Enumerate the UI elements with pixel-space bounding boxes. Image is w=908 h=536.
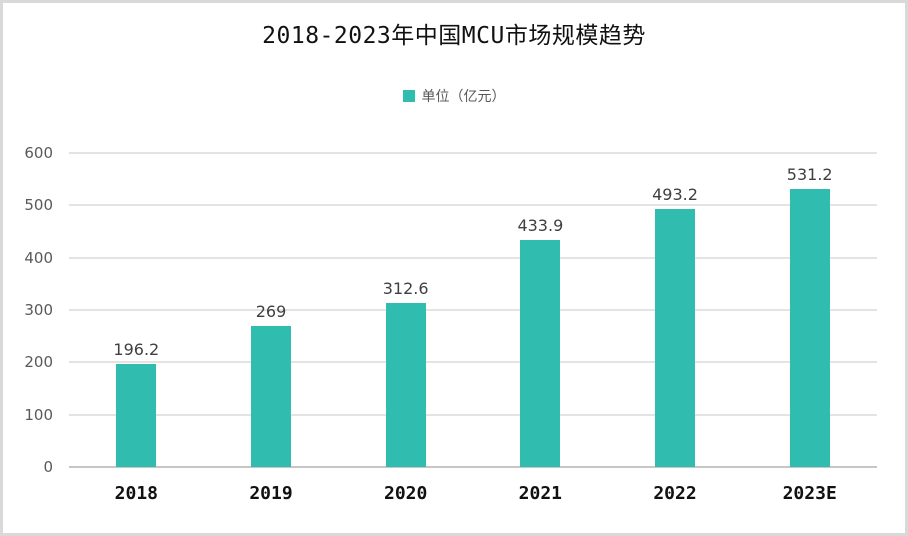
y-axis-tick-label: 100 (24, 405, 53, 424)
x-axis-tick-label: 2018 (114, 483, 159, 504)
gridline (69, 152, 877, 154)
bars: 196.2 269 312.6 433.9 493.2 531.2 (69, 153, 877, 467)
bar-group: 433.9 (473, 153, 608, 467)
bar-value-label: 312.6 (382, 279, 429, 299)
bar-value-label: 531.2 (786, 165, 833, 185)
bar (520, 239, 561, 467)
y-axis-tick-label: 600 (24, 144, 53, 162)
bar (251, 326, 291, 467)
chart-title: 2018-2023年中国MCU市场规模趋势 (262, 23, 646, 49)
x-axis-tick-label: 2020 (384, 483, 428, 504)
x-axis-tick-label: 2021 (518, 483, 563, 504)
bar-value-label: 433.9 (517, 215, 564, 235)
y-axis-tick-label: 0 (43, 458, 53, 476)
bar (655, 208, 696, 467)
bar-group: 493.2 (608, 153, 743, 467)
y-axis-tick-label: 400 (24, 248, 53, 267)
bar-value-label: 196.2 (113, 340, 160, 360)
bar-group: 269 (204, 153, 339, 467)
bar-value-label: 269 (255, 302, 287, 322)
bar-group: 531.2 (742, 153, 877, 467)
y-axis-tick-label: 200 (24, 353, 53, 372)
y-axis-tick-label: 500 (24, 196, 53, 215)
legend: 单位（亿元） (3, 86, 905, 106)
x-axis-tick-label: 2023E (782, 483, 837, 504)
gridline (69, 361, 877, 364)
plot-area: 0 100 200 300 400 500 600 196.2 269 312.6 433.9 49… (24, 144, 877, 504)
bar-group: 312.6 (338, 153, 473, 467)
y-axis-tick-labels: 0 100 200 300 400 500 600 (3, 144, 53, 476)
bar-group: 196.2 (69, 153, 204, 467)
y-axis-tick-label: 300 (24, 301, 53, 319)
x-axis-tick-label: 2022 (653, 483, 697, 504)
gridline (69, 309, 877, 311)
bar (116, 364, 157, 467)
bar (385, 303, 426, 467)
x-axis-tick-label: 2019 (249, 483, 293, 504)
gridline (69, 413, 877, 416)
legend-swatch-icon (402, 90, 415, 102)
gridline (69, 204, 877, 207)
x-axis-tick-labels: 2018 2019 2020 2021 2022 2023E (69, 483, 877, 504)
gridline (69, 256, 877, 259)
legend-label: 单位（亿元） (421, 89, 506, 105)
bar (789, 189, 830, 467)
x-axis-line (69, 466, 877, 468)
bar-value-label: 493.2 (652, 184, 698, 204)
